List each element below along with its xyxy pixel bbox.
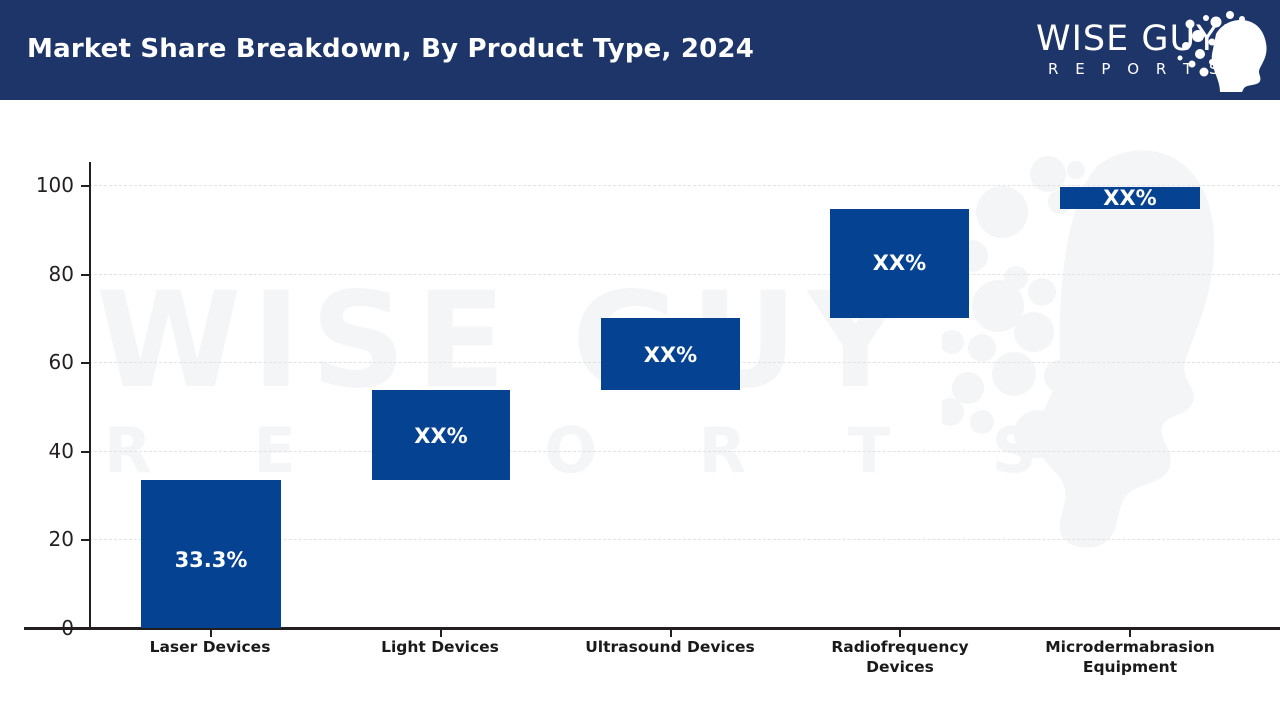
- y-tick-label-60: 60: [48, 350, 74, 375]
- bar-light-devices[interactable]: XX%: [372, 390, 510, 480]
- x-axis-label-light-devices: Light Devices: [340, 638, 540, 658]
- y-tick-label-100: 100: [35, 173, 74, 197]
- x-axis-label-line: Equipment: [1082, 657, 1178, 676]
- x-tick-mark-2: [440, 628, 442, 637]
- gridline-20: [89, 539, 1280, 541]
- gridline-80: [89, 273, 1280, 275]
- x-tick-mark-3: [670, 628, 672, 637]
- x-tick-mark-4: [899, 628, 901, 637]
- chart-plot-area: WISE GUY R E P O R T S: [0, 100, 1280, 720]
- y-axis-line: [89, 162, 92, 628]
- bar-label-ultrasound-devices: XX%: [643, 343, 698, 367]
- x-axis-label-line: Light Devices: [381, 638, 499, 656]
- x-axis-label-radiofrequency-devices: Radiofrequency Devices: [790, 638, 1010, 678]
- bar-microdermabrasion-equipment[interactable]: XX%: [1060, 186, 1200, 210]
- gridline-40: [89, 450, 1280, 452]
- bar-label-laser-devices: 33.3%: [174, 548, 248, 572]
- y-tick-label-0: 0: [61, 616, 74, 640]
- y-tick-label-20: 20: [48, 527, 74, 552]
- y-tick-mark-20: [81, 539, 90, 542]
- x-tick-mark-5: [1129, 628, 1131, 637]
- x-axis-line: [24, 627, 1280, 630]
- x-axis-label-microdermabrasion-equipment: Microdermabrasion Equipment: [1010, 638, 1250, 678]
- x-axis-label-line: Microdermabrasion: [1045, 638, 1215, 656]
- x-axis-label-line: Devices: [866, 657, 934, 676]
- bar-laser-devices[interactable]: 33.3%: [141, 480, 281, 628]
- watermark-wise-guy-text: WISE GUY: [96, 264, 914, 418]
- bar-radiofrequency-devices[interactable]: XX%: [830, 209, 969, 318]
- bar-label-microdermabrasion-equipment: XX%: [1103, 186, 1157, 210]
- wise-guy-reports-logo: WISE GUY R E P O R T S: [1020, 6, 1274, 94]
- bar-label-radiofrequency-devices: XX%: [872, 251, 927, 275]
- y-tick-mark-100: [81, 185, 90, 187]
- x-axis-label-laser-devices: Laser Devices: [110, 638, 310, 658]
- x-axis-label-line: Ultrasound Devices: [585, 638, 755, 656]
- gridline-100: [89, 185, 1280, 186]
- bar-label-light-devices: XX%: [414, 424, 468, 448]
- header-bar: Market Share Breakdown, By Product Type,…: [0, 0, 1280, 100]
- y-tick-mark-80: [81, 273, 90, 276]
- x-axis-label-line: Radiofrequency: [831, 638, 969, 656]
- x-axis-label-ultrasound-devices: Ultrasound Devices: [560, 638, 780, 658]
- page-title: Market Share Breakdown, By Product Type,…: [27, 34, 754, 64]
- x-tick-mark-1: [210, 628, 212, 637]
- y-tick-label-40: 40: [48, 438, 74, 463]
- y-tick-label-80: 80: [48, 261, 74, 286]
- y-tick-mark-40: [81, 450, 90, 453]
- bar-ultrasound-devices[interactable]: XX%: [601, 318, 740, 390]
- y-tick-mark-0: [81, 628, 90, 630]
- svg-text:R E P O R T S: R E P O R T S: [1048, 60, 1224, 78]
- x-axis-label-line: Laser Devices: [149, 638, 271, 656]
- y-tick-mark-60: [81, 362, 90, 365]
